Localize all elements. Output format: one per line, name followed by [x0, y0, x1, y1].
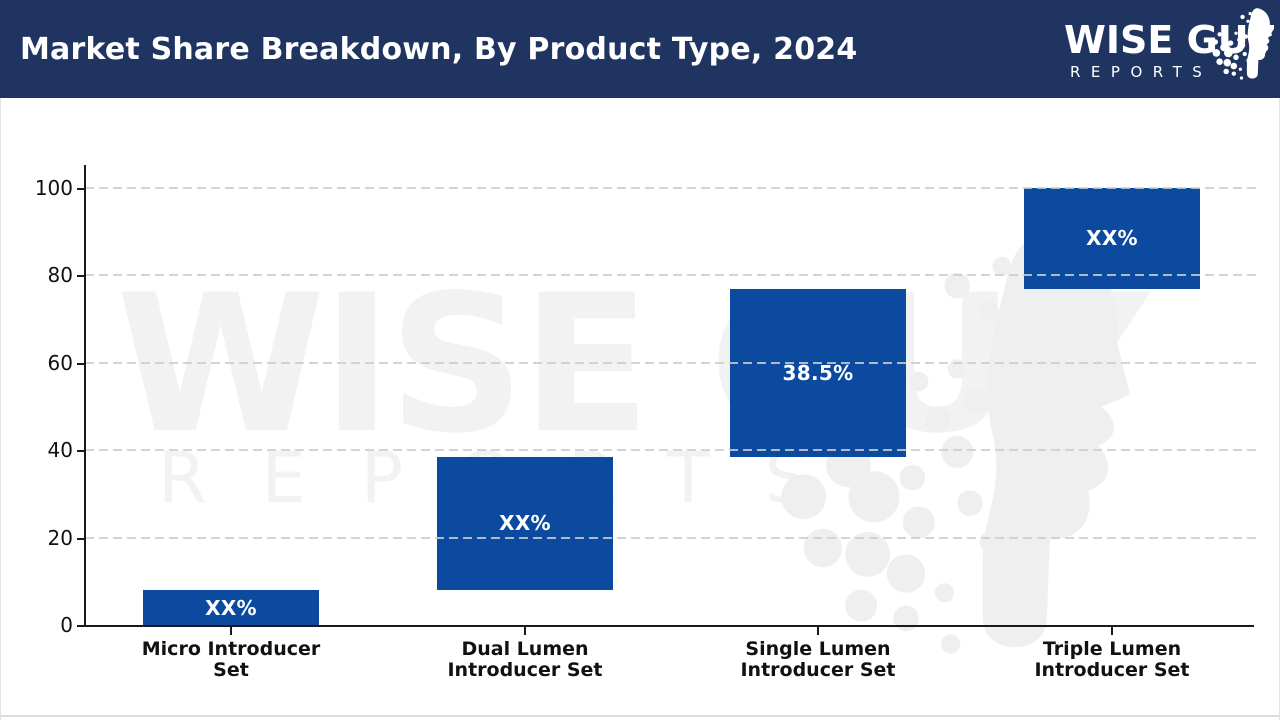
logo-graphic: WISE GUY REPORTS — [1064, 8, 1277, 81]
logo-tagline: REPORTS — [1070, 63, 1212, 81]
bar-value-label: XX% — [205, 595, 257, 620]
x-tick-mark — [817, 627, 819, 635]
x-category-label-line: Dual Lumen — [461, 638, 589, 660]
y-tick-mark — [77, 625, 84, 627]
x-category-label: Triple Lumen Introducer Set — [992, 639, 1232, 681]
gridline — [85, 449, 1259, 452]
bar-value-label: XX% — [1086, 226, 1138, 251]
x-category-label-line: Single Lumen — [745, 638, 891, 660]
y-tick-label: 60 — [47, 350, 73, 375]
x-tick-mark — [524, 627, 526, 635]
x-category-label-line: Set — [213, 659, 249, 681]
x-tick-mark — [1111, 627, 1113, 635]
gridline — [85, 274, 1259, 277]
y-tick-mark — [77, 275, 84, 278]
y-tick-mark — [77, 537, 84, 540]
bar-value-label: 38.5% — [782, 360, 854, 385]
gridline — [85, 187, 1259, 189]
y-tick-mark — [77, 362, 84, 365]
bar-segment: XX% — [437, 456, 613, 591]
gridline — [85, 536, 1259, 539]
x-category-label-line: Introducer Set — [447, 659, 603, 681]
y-tick-label: 100 — [34, 176, 73, 200]
x-category-label-line: Micro Introducer — [141, 638, 321, 660]
y-tick-mark — [77, 450, 84, 453]
bar-value-label: XX% — [499, 511, 551, 536]
y-tick-label: 20 — [47, 525, 73, 550]
header-bar: Market Share Breakdown, By Product Type,… — [0, 0, 1280, 98]
x-category-label-line: Introducer Set — [740, 659, 896, 681]
wise-guy-reports-logo: WISE GUY REPORTS — [1024, 1, 1277, 97]
gridline — [85, 361, 1259, 364]
x-category-label-line: Introducer Set — [1034, 659, 1190, 681]
y-tick-label: 40 — [47, 438, 73, 463]
bar-segment: XX% — [143, 590, 319, 625]
chart-title: Market Share Breakdown, By Product Type,… — [20, 31, 858, 67]
y-tick-label: 0 — [60, 613, 73, 637]
bar-segment: 38.5% — [730, 288, 906, 457]
y-tick-label: 80 — [47, 263, 73, 288]
x-category-label-line: Triple Lumen — [1042, 638, 1182, 660]
x-category-label: Micro Introducer Set — [111, 639, 351, 681]
x-category-label: Dual Lumen Introducer Set — [405, 639, 645, 681]
x-category-label: Single Lumen Introducer Set — [698, 639, 938, 681]
y-tick-mark — [77, 188, 84, 190]
x-axis-line — [84, 625, 1254, 627]
x-tick-mark — [230, 627, 232, 635]
chart-area: WISE GUY REPORTS XX%XX%38.5%XX%020406080… — [0, 98, 1280, 720]
y-axis-line — [84, 165, 86, 627]
